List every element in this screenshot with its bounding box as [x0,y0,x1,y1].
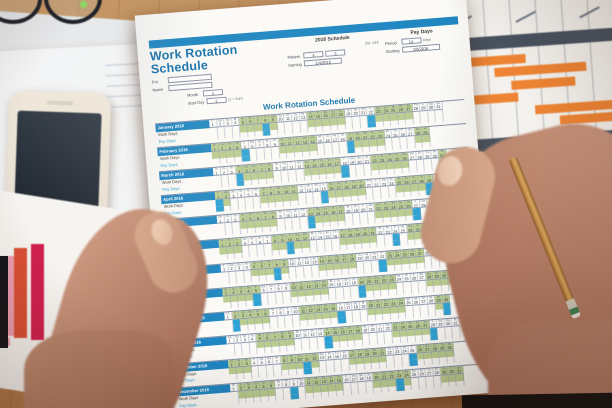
start-day-field: 1 [206,96,227,105]
pay-day-cell [435,116,444,123]
on-label: ON [364,41,371,46]
schedule-starting-field: 1/4/2016 [303,57,343,67]
off-label: OFF [371,40,380,46]
eyeglasses-glint [80,1,87,8]
schedule-starting-label: Starting [287,61,303,68]
red-bar [14,248,27,338]
start-day-label: Start Day [187,98,205,106]
pay-day-cell [422,141,431,148]
month-field: 1 [202,88,224,97]
crimson-bar [31,244,44,340]
pay-starting-label: Starting [385,47,400,54]
pattern-on-field: 4 [303,50,324,59]
pay-starting-field: 1/8/2016 [401,43,440,53]
left-wrist [24,330,174,408]
name-label: Name [152,86,164,92]
dark-object-edge [0,256,8,348]
start-day-note: (1 = Sun) [228,96,243,102]
period-label: Period [384,39,397,46]
dark-object-edge [461,392,612,408]
phone-earpiece [46,100,74,106]
pay-day-cell [452,332,461,339]
period-unit: Days [422,37,432,43]
pay-day-cell [443,308,452,316]
period-field: 14 [400,37,422,45]
pay-day-cell [456,380,465,387]
month-label: Month [186,91,199,98]
for-label: For [151,78,159,84]
pattern-label: Pattern [287,53,301,60]
pattern-off-field: 3 [325,49,346,57]
pay-day-cell [447,357,456,364]
